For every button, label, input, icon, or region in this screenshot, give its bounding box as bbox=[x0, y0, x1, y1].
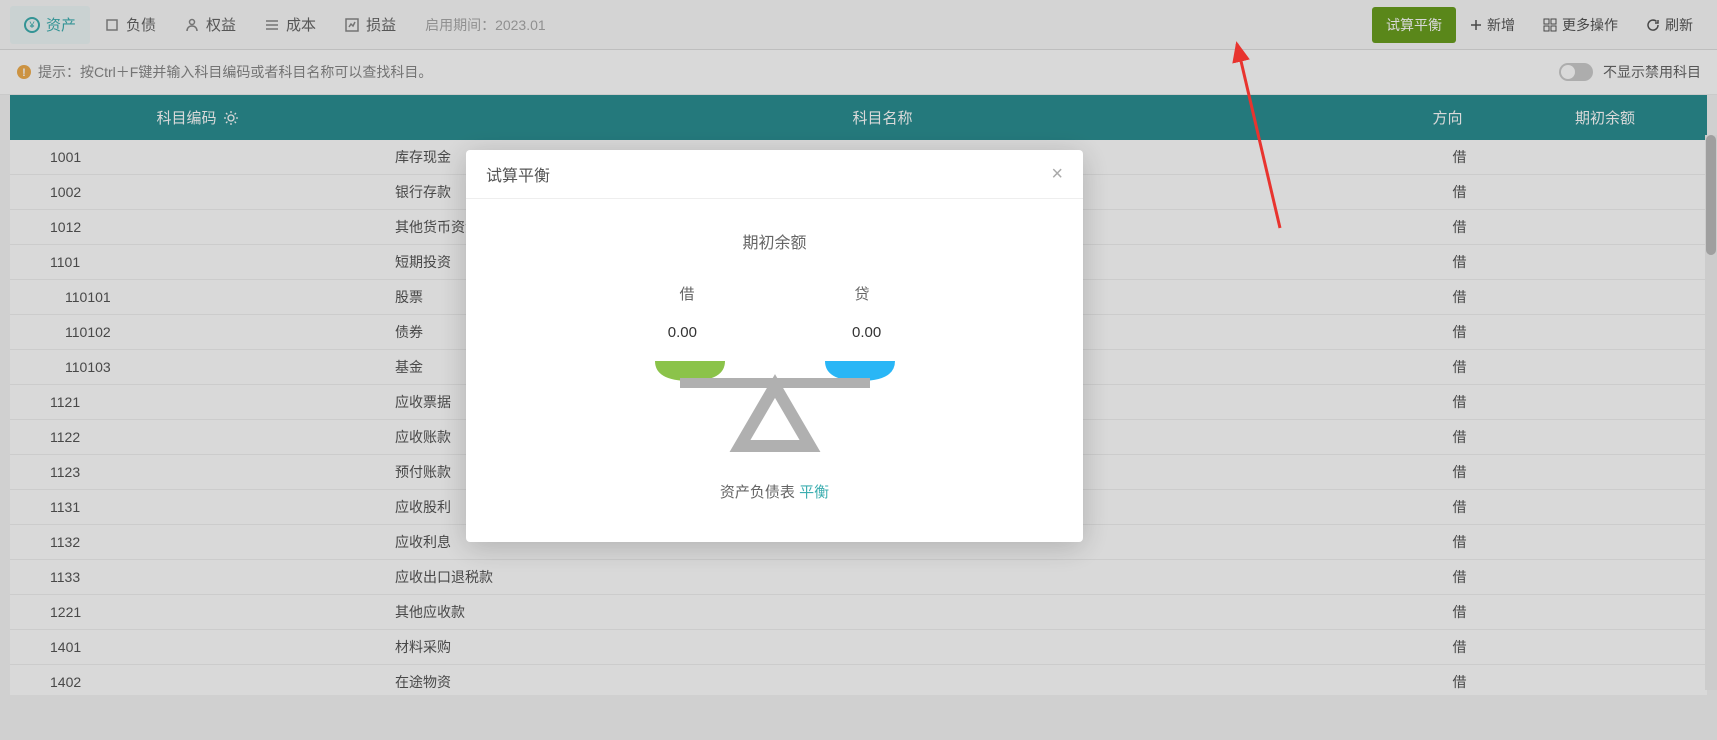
balance-status-text: 资产负债表 平衡 bbox=[486, 481, 1063, 502]
modal-subtitle: 期初余额 bbox=[486, 229, 1063, 253]
balance-scale-icon bbox=[625, 346, 925, 456]
debit-value: 0.00 bbox=[668, 324, 697, 341]
credit-value: 0.00 bbox=[852, 324, 881, 341]
debit-label: 借 bbox=[679, 283, 694, 304]
modal-title: 试算平衡 bbox=[486, 162, 550, 186]
modal-close-button[interactable]: × bbox=[1051, 164, 1063, 184]
credit-label: 贷 bbox=[855, 283, 870, 304]
trial-balance-modal: 试算平衡 × 期初余额 借 贷 0.00 0.00 资产负债表 平衡 bbox=[466, 150, 1083, 542]
